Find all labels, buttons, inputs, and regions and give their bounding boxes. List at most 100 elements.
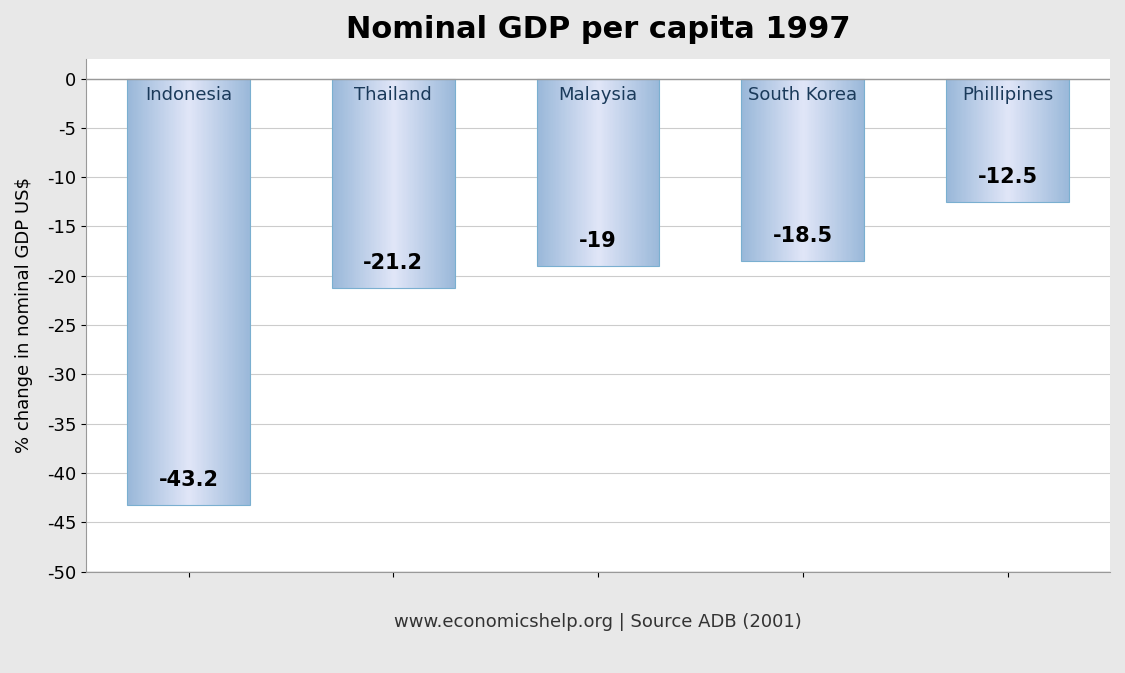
Bar xyxy=(820,79,821,261)
Bar xyxy=(962,79,963,202)
Bar xyxy=(176,79,177,505)
Bar xyxy=(646,79,647,266)
Bar xyxy=(374,79,375,287)
Bar xyxy=(574,79,575,266)
Bar xyxy=(812,79,813,261)
Bar xyxy=(388,79,389,287)
Bar xyxy=(184,79,186,505)
Bar xyxy=(1058,79,1060,202)
Bar xyxy=(552,79,554,266)
Bar xyxy=(810,79,811,261)
Bar xyxy=(1028,79,1029,202)
Bar xyxy=(402,79,403,287)
Bar xyxy=(778,79,780,261)
Bar xyxy=(655,79,656,266)
Bar xyxy=(1005,79,1007,202)
Bar xyxy=(799,79,800,261)
Text: -18.5: -18.5 xyxy=(773,226,832,246)
Bar xyxy=(392,79,394,287)
Bar xyxy=(384,79,385,287)
Bar xyxy=(542,79,544,266)
Bar xyxy=(838,79,839,261)
Bar xyxy=(835,79,836,261)
Bar xyxy=(341,79,342,287)
Bar xyxy=(453,79,454,287)
Bar xyxy=(199,79,200,505)
Bar xyxy=(568,79,569,266)
Bar xyxy=(577,79,578,266)
Bar xyxy=(137,79,138,505)
Bar xyxy=(400,79,402,287)
Bar xyxy=(351,79,353,287)
Bar xyxy=(813,79,816,261)
Bar xyxy=(235,79,236,505)
Bar xyxy=(1030,79,1032,202)
Bar xyxy=(824,79,825,261)
Bar xyxy=(224,79,225,505)
Bar xyxy=(811,79,812,261)
Bar xyxy=(197,79,198,505)
Bar xyxy=(989,79,990,202)
Bar xyxy=(652,79,654,266)
Bar xyxy=(200,79,202,505)
Bar xyxy=(1061,79,1062,202)
Bar xyxy=(1011,79,1012,202)
Bar xyxy=(588,79,590,266)
Bar xyxy=(158,79,159,505)
Bar xyxy=(422,79,423,287)
Text: Indonesia: Indonesia xyxy=(145,86,232,104)
Bar xyxy=(390,79,392,287)
Bar xyxy=(202,79,204,505)
Bar xyxy=(169,79,170,505)
Text: Malaysia: Malaysia xyxy=(558,86,638,104)
Bar xyxy=(354,79,356,287)
Bar xyxy=(369,79,370,287)
Bar xyxy=(621,79,622,266)
Bar xyxy=(649,79,651,266)
Bar xyxy=(182,79,183,505)
Bar xyxy=(214,79,216,505)
Bar xyxy=(438,79,439,287)
Bar xyxy=(798,79,799,261)
Bar xyxy=(640,79,641,266)
Bar xyxy=(627,79,628,266)
Bar xyxy=(562,79,564,266)
Bar xyxy=(827,79,829,261)
Bar xyxy=(189,79,190,505)
Bar xyxy=(1040,79,1041,202)
Bar xyxy=(597,79,598,266)
Bar xyxy=(1064,79,1065,202)
Bar xyxy=(586,79,587,266)
Bar xyxy=(395,79,396,287)
Bar xyxy=(156,79,158,505)
Bar xyxy=(768,79,770,261)
Bar xyxy=(648,79,649,266)
Bar xyxy=(148,79,150,505)
Bar xyxy=(450,79,451,287)
Bar xyxy=(1055,79,1056,202)
Bar xyxy=(565,79,566,266)
Bar xyxy=(854,79,856,261)
Bar xyxy=(135,79,136,505)
Bar xyxy=(356,79,357,287)
Bar xyxy=(448,79,449,287)
Bar xyxy=(994,79,996,202)
Bar xyxy=(609,79,611,266)
Bar xyxy=(983,79,984,202)
Bar xyxy=(414,79,415,287)
Bar xyxy=(1016,79,1017,202)
Bar xyxy=(144,79,145,505)
Bar xyxy=(817,79,818,261)
Bar xyxy=(436,79,438,287)
Bar xyxy=(204,79,205,505)
Bar xyxy=(381,79,382,287)
Bar xyxy=(387,79,388,287)
Bar xyxy=(181,79,182,505)
Bar xyxy=(353,79,354,287)
Bar xyxy=(615,79,616,266)
Bar xyxy=(349,79,350,287)
Bar xyxy=(1023,79,1024,202)
Bar xyxy=(783,79,784,261)
Bar xyxy=(240,79,242,505)
Bar xyxy=(644,79,645,266)
